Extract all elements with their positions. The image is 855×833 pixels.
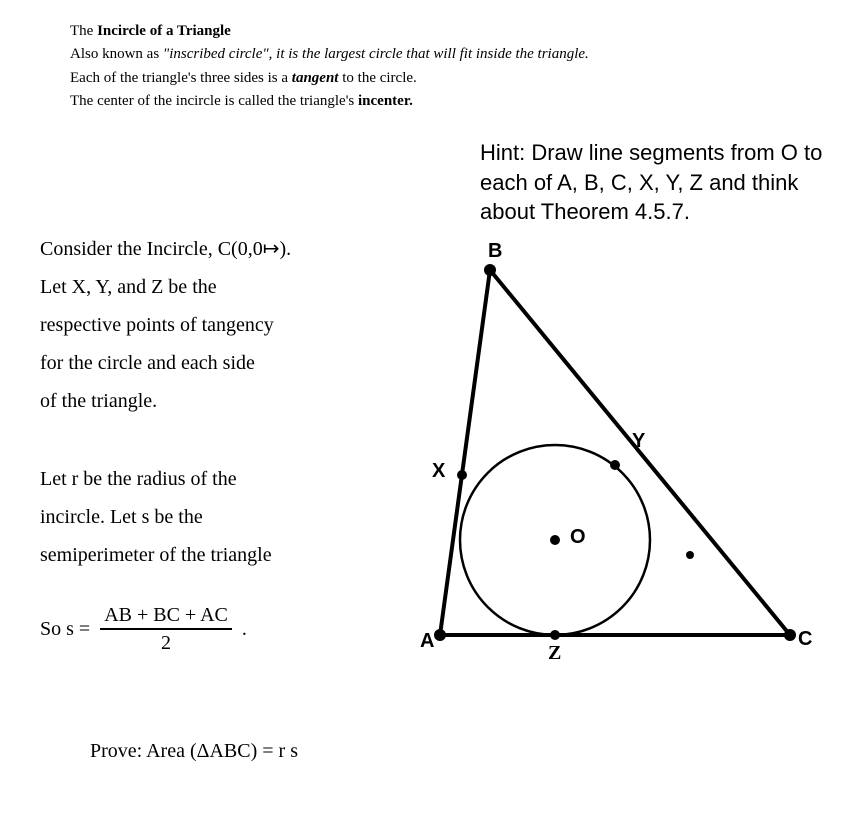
eq-denominator: 2 [161, 630, 171, 654]
label-Y: Y [632, 430, 645, 453]
title-bold: Incircle of a Triangle [97, 23, 231, 39]
title-prefix: The [70, 23, 97, 39]
printed-line-3: Each of the triangle's three sides is a … [70, 67, 590, 90]
eq-numerator: AB + BC + AC [100, 604, 232, 630]
printed-line-4: The center of the incircle is called the… [70, 90, 590, 113]
hw-b1-l2: respective points of tangency [40, 306, 340, 344]
hint-text: Hint: Draw line segments from O to each … [480, 138, 840, 227]
label-Z: Z [548, 642, 561, 665]
line3-prefix: Each of the triangle's three sides is a [70, 70, 292, 86]
label-C: C [798, 628, 812, 651]
handwritten-block-1: Consider the Incircle, C(0,0↦). Let X, Y… [40, 230, 340, 420]
printed-definition-block: The Incircle of a Triangle Also known as… [70, 20, 590, 113]
line2-italic: "inscribed circle", it is the largest ci… [163, 46, 589, 62]
hw-b2-l2: incircle. Let s be the [40, 498, 380, 536]
hw-b1-l4: of the triangle. [40, 382, 340, 420]
hw-b2-l3: semiperimeter of the triangle [40, 536, 380, 574]
printed-title: The Incircle of a Triangle [70, 20, 590, 43]
printed-line-2: Also known as "inscribed circle", it is … [70, 43, 590, 66]
hw-b2-l1: Let r be the radius of the [40, 460, 380, 498]
hw-b1-l1: Let X, Y, and Z be the [40, 268, 340, 306]
eq-fraction: AB + BC + AC 2 [100, 604, 232, 654]
line4-prefix: The center of the incircle is called the… [70, 93, 358, 109]
line4-bold: incenter. [358, 93, 413, 109]
handwritten-prove: Prove: Area (ΔABC) = r s [90, 740, 298, 763]
label-O: O [570, 526, 586, 549]
hw-consider: Consider the Incircle, C(0,0↦). [40, 230, 340, 268]
line3-suffix: to the circle. [342, 70, 417, 86]
line2-prefix: Also known as [70, 46, 163, 62]
line3-italic: tangent [292, 70, 342, 86]
eq-suffix: . [242, 618, 247, 641]
handwritten-block-2: Let r be the radius of the incircle. Let… [40, 460, 380, 574]
diagram-svg [380, 240, 840, 670]
label-A: A [420, 630, 434, 653]
hw-b1-l3: for the circle and each side [40, 344, 340, 382]
incircle-diagram: A B C X Y Z O [380, 240, 840, 670]
label-X: X [432, 460, 445, 483]
handwritten-equation: So s = AB + BC + AC 2 . [40, 605, 247, 653]
eq-prefix: So s = [40, 618, 90, 641]
label-B: B [488, 240, 502, 263]
